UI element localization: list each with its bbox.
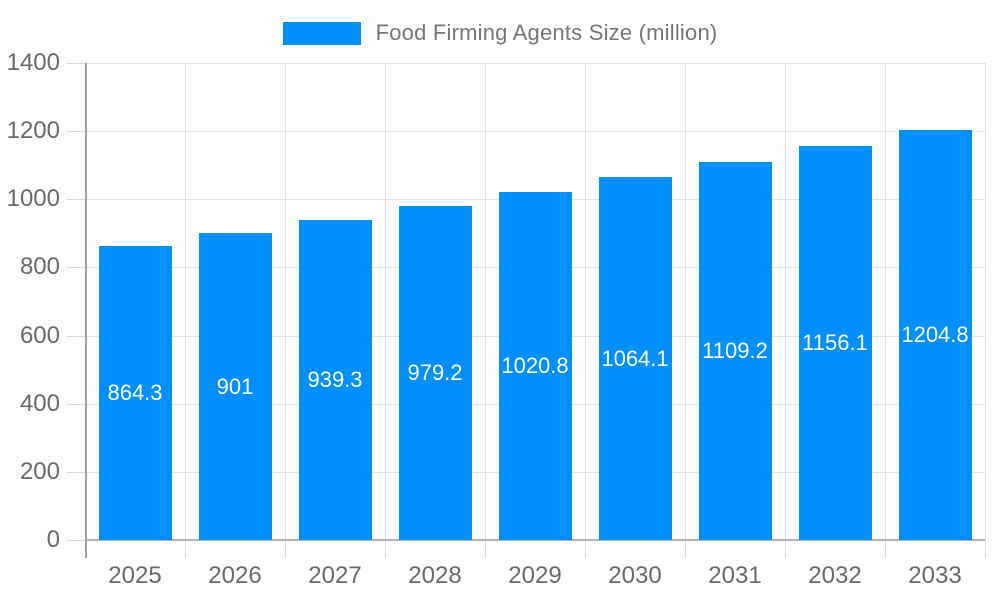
- gridline-x-boundary-7: [785, 63, 786, 540]
- x-axis-tick-4: [485, 540, 486, 558]
- x-axis-label-2026: 2026: [208, 562, 262, 589]
- y-axis-tick-1400: [67, 63, 85, 64]
- y-axis-tick-0: [67, 540, 85, 541]
- bar-value-label-2027: 939.3: [307, 366, 363, 392]
- x-axis-tick-7: [785, 540, 786, 558]
- bar-value-label-2026: 901: [216, 373, 254, 399]
- bar-2027[interactable]: 939.3: [298, 219, 372, 540]
- bar-2028[interactable]: 979.2: [398, 206, 472, 540]
- y-axis-label-1400: 1400: [6, 49, 60, 76]
- y-axis-line: [85, 63, 87, 558]
- bar-value-label-2033: 1204.8: [901, 321, 969, 347]
- gridline-y-1200: [85, 131, 985, 133]
- x-axis-tick-9: [985, 540, 986, 558]
- bar-value-label-2031: 1109.2: [702, 338, 768, 364]
- y-axis-label-1200: 1200: [6, 117, 60, 145]
- legend-swatch[interactable]: [282, 21, 361, 45]
- y-axis-label-600: 600: [19, 321, 60, 349]
- gridline-y-1400: [85, 63, 985, 64]
- bar-2025[interactable]: 864.3: [98, 245, 172, 540]
- bar-2033[interactable]: 1204.8: [898, 129, 972, 540]
- x-axis-label-2029: 2029: [508, 562, 562, 589]
- y-axis-label-800: 800: [19, 253, 60, 281]
- y-axis-tick-600: [67, 335, 85, 337]
- bar-value-label-2030: 1064.1: [601, 345, 669, 371]
- y-axis-tick-200: [67, 471, 85, 473]
- x-axis-label-2033: 2033: [908, 562, 962, 589]
- bar-2032[interactable]: 1156.1: [798, 146, 872, 540]
- y-axis-tick-400: [67, 403, 85, 405]
- x-axis-label-2030: 2030: [608, 562, 662, 589]
- gridline-x-boundary-2: [285, 63, 286, 540]
- bar-value-label-2028: 979.2: [407, 360, 463, 386]
- x-axis-tick-6: [685, 540, 686, 558]
- gridline-x-boundary-3: [385, 63, 386, 540]
- y-axis-tick-800: [67, 267, 85, 269]
- x-axis-label-2031: 2031: [708, 562, 762, 589]
- gridline-x-boundary-1: [185, 63, 186, 540]
- bar-2030[interactable]: 1064.1: [598, 177, 672, 540]
- bar-2031[interactable]: 1109.2: [698, 162, 772, 540]
- gridline-x-boundary-5: [585, 63, 586, 540]
- bar-value-label-2025: 864.3: [107, 379, 163, 405]
- bar-value-label-2032: 1156.1: [802, 330, 868, 356]
- y-axis-tick-1200: [67, 131, 85, 133]
- gridline-x-boundary-4: [485, 63, 486, 540]
- y-axis-label-200: 200: [19, 457, 60, 485]
- x-axis-label-2027: 2027: [308, 562, 362, 589]
- y-axis-tick-1000: [67, 199, 85, 201]
- gridline-x-boundary-8: [885, 63, 886, 540]
- y-axis-label-1000: 1000: [6, 185, 60, 213]
- y-axis-label-0: 0: [46, 526, 60, 553]
- x-axis-label-2032: 2032: [808, 562, 862, 589]
- bar-2029[interactable]: 1020.8: [498, 192, 572, 540]
- y-axis-label-400: 400: [19, 389, 60, 417]
- x-axis-tick-5: [585, 540, 586, 558]
- x-axis-line: [85, 539, 985, 541]
- x-axis-label-2028: 2028: [408, 562, 462, 589]
- bar-value-label-2029: 1020.8: [501, 353, 569, 379]
- gridline-x-boundary-6: [685, 63, 686, 540]
- x-axis-tick-1: [185, 540, 186, 558]
- chart-legend[interactable]: Food Firming Agents Size (million): [0, 20, 1000, 46]
- plot-area: 0 200 400 600 800 1000 1200 1400 864.3 2025 901 202…: [7, 49, 986, 589]
- x-axis-label-2025: 2025: [108, 562, 162, 589]
- gridline-x-boundary-9: [985, 63, 986, 540]
- legend-label: Food Firming Agents Size (million): [375, 20, 718, 45]
- x-axis-tick-8: [885, 540, 886, 558]
- bar-2026[interactable]: 901: [198, 233, 272, 540]
- x-axis-tick-3: [385, 540, 386, 558]
- x-axis-tick-2: [285, 540, 286, 558]
